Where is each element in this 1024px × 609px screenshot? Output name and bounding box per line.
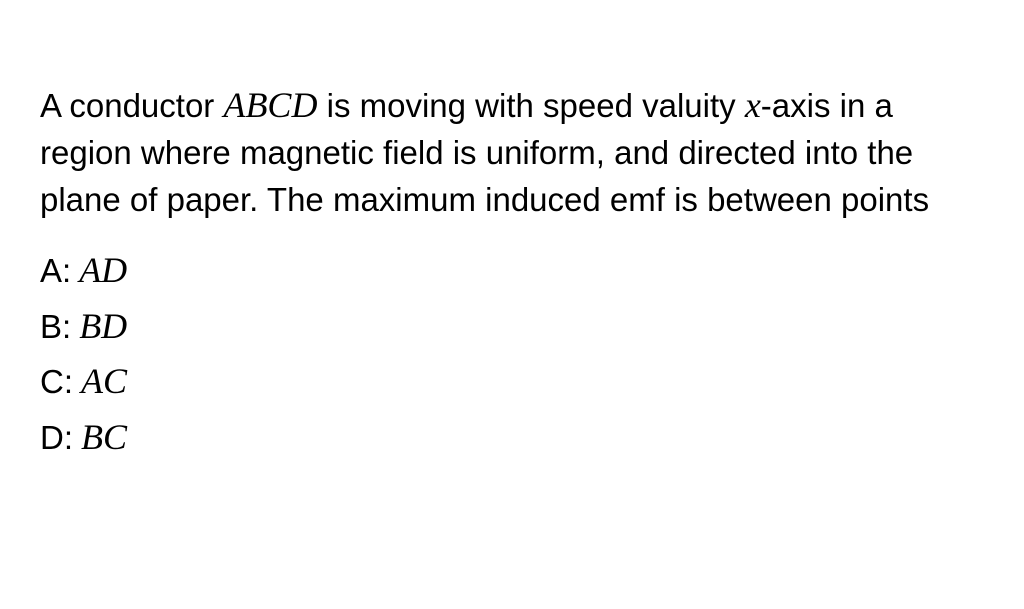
option-d-label: D: bbox=[40, 419, 73, 456]
option-a-label: A: bbox=[40, 252, 71, 289]
option-b: B:BD bbox=[40, 299, 940, 355]
option-d: D:BC bbox=[40, 410, 940, 466]
option-a: A:AD bbox=[40, 243, 940, 299]
option-b-value: BD bbox=[79, 306, 127, 346]
question-container: A conductor ABCD is moving with speed va… bbox=[40, 80, 940, 466]
question-text: A conductor ABCD is moving with speed va… bbox=[40, 80, 940, 223]
option-c: C:AC bbox=[40, 354, 940, 410]
options-list: A:AD B:BD C:AC D:BC bbox=[40, 243, 940, 466]
option-c-value: AC bbox=[81, 361, 127, 401]
option-d-value: BC bbox=[81, 417, 127, 457]
option-a-value: AD bbox=[79, 250, 127, 290]
option-c-label: C: bbox=[40, 363, 73, 400]
question-part2: is moving with speed valuity bbox=[317, 87, 744, 124]
question-part1: A conductor bbox=[40, 87, 223, 124]
option-b-label: B: bbox=[40, 308, 71, 345]
question-math1: ABCD bbox=[223, 85, 317, 125]
question-math2: x bbox=[745, 85, 761, 125]
